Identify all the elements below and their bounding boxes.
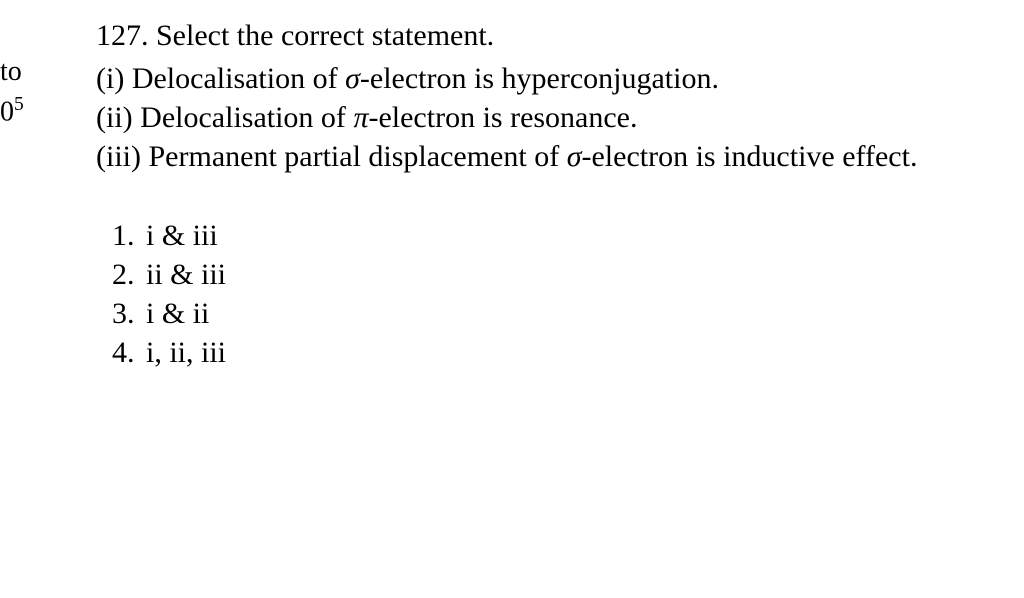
- question-prompt: Select the correct statement.: [156, 19, 494, 52]
- statement-3-post: -electron is inductive effect.: [581, 140, 917, 173]
- margin-note-to: to: [0, 56, 22, 88]
- option-2: 2. ii & iii: [112, 255, 964, 294]
- statement-1-pre: Delocalisation of: [132, 62, 345, 95]
- sigma-symbol-2: σ: [567, 140, 582, 173]
- option-3: 3. i & ii: [112, 294, 964, 333]
- statement-3: (iii) Permanent partial displacement of …: [96, 137, 964, 176]
- option-3-text: i & ii: [146, 294, 209, 333]
- statement-3-label: (iii): [96, 140, 141, 173]
- margin-note-05-sup: 5: [14, 94, 24, 115]
- page-container: to 05 127. Select the correct statement.…: [0, 0, 1024, 372]
- question-number: 127.: [96, 19, 149, 52]
- margin-note-05: 05: [0, 94, 24, 128]
- options-list: 1. i & iii 2. ii & iii 3. i & ii 4. i, i…: [96, 216, 964, 372]
- statement-2-pre: Delocalisation of: [140, 101, 353, 134]
- sigma-symbol: σ: [345, 62, 360, 95]
- option-1-number: 1.: [112, 216, 146, 255]
- option-4-number: 4.: [112, 333, 146, 372]
- question-line: 127. Select the correct statement.: [96, 16, 964, 55]
- statement-2: (ii) Delocalisation of π-electron is res…: [96, 98, 964, 137]
- statement-1: (i) Delocalisation of σ-electron is hype…: [96, 59, 964, 98]
- statement-1-label: (i): [96, 62, 124, 95]
- margin-note-05-base: 0: [0, 96, 14, 127]
- pi-symbol: π: [353, 101, 368, 134]
- option-1-text: i & iii: [146, 216, 218, 255]
- statement-1-post: -electron is hyperconjugation.: [360, 62, 719, 95]
- margin-note-to-text: to: [0, 56, 22, 87]
- option-4: 4. i, ii, iii: [112, 333, 964, 372]
- option-2-number: 2.: [112, 255, 146, 294]
- statement-2-label: (ii): [96, 101, 133, 134]
- statement-3-pre: Permanent partial displacement of: [149, 140, 567, 173]
- option-4-text: i, ii, iii: [146, 333, 226, 372]
- statement-2-post: -electron is resonance.: [368, 101, 637, 134]
- option-1: 1. i & iii: [112, 216, 964, 255]
- option-2-text: ii & iii: [146, 255, 226, 294]
- option-3-number: 3.: [112, 294, 146, 333]
